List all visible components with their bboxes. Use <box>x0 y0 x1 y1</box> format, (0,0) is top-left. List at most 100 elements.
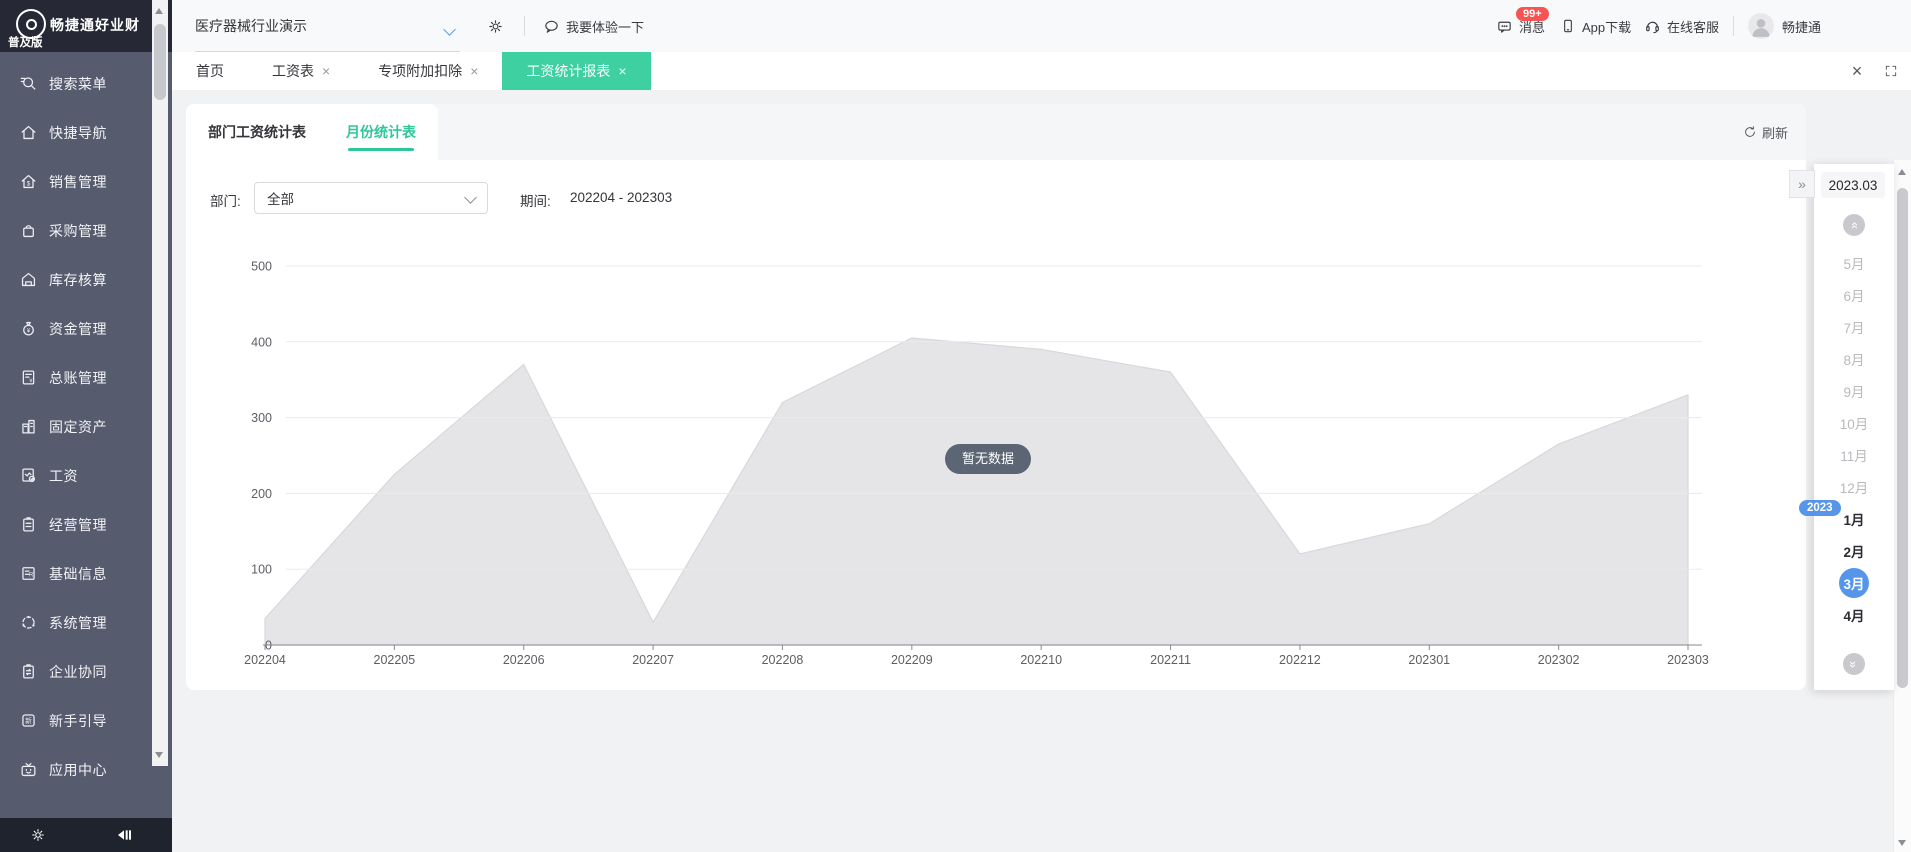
tab-salary-report[interactable]: 工资统计报表 × <box>502 52 651 90</box>
month-item[interactable]: 2月 <box>1814 535 1894 567</box>
chevron-down-icon <box>443 21 456 37</box>
period-label: 期间: <box>520 194 551 209</box>
sidebar-item-funds[interactable]: ¥ 资金管理 <box>0 304 169 353</box>
online-service-label: 在线客服 <box>1667 19 1720 35</box>
scroll-months-up-button[interactable]: » <box>1843 214 1865 236</box>
tab-home[interactable]: 首页 <box>172 52 248 90</box>
sales-icon: $ <box>19 172 38 191</box>
x-axis-label: 202211 <box>1150 653 1191 667</box>
month-label: 6月 <box>1843 289 1865 304</box>
current-period[interactable]: 2023.03 <box>1821 172 1885 198</box>
sidebar-item-ledger[interactable]: ¥ 总账管理 <box>0 353 169 402</box>
sidebar-item-collaboration[interactable]: 企业协同 <box>0 647 169 696</box>
month-item[interactable]: 10月 <box>1814 407 1894 439</box>
month-label: 4月 <box>1843 609 1865 624</box>
search-icon <box>19 74 38 93</box>
logo-title: 畅捷通好业财 <box>50 17 140 33</box>
organization-name: 医疗器械行业演示 <box>195 17 307 34</box>
sidebar-item-guide[interactable]: 新 新手引导 <box>0 696 169 745</box>
month-item[interactable]: 5月 <box>1814 247 1894 279</box>
sidebar-item-operations[interactable]: 经营管理 <box>0 500 169 549</box>
sidebar-item-label: 固定资产 <box>49 418 107 435</box>
username[interactable]: 畅捷通 <box>1782 19 1822 35</box>
sidebar-item-quick-nav[interactable]: 快捷导航 <box>0 108 169 157</box>
subtab-monthly-stats[interactable]: 月份统计表 <box>346 104 416 160</box>
sidebar-item-app-center[interactable]: 应用中心 <box>0 745 169 794</box>
organization-selector[interactable]: 医疗器械行业演示 <box>195 0 460 52</box>
tab-salary-sheet[interactable]: 工资表 × <box>248 52 354 90</box>
close-all-tabs-button[interactable]: × <box>1842 52 1872 90</box>
scrollbar-thumb[interactable] <box>1897 188 1908 688</box>
month-item[interactable]: 6月 <box>1814 279 1894 311</box>
footer-settings-button[interactable] <box>30 827 46 848</box>
sidebar-item-purchase[interactable]: 采购管理 <box>0 206 169 255</box>
month-item[interactable]: 4月 <box>1814 599 1894 631</box>
quick-nav-icon <box>19 123 38 142</box>
chevron-double-right-icon: » <box>1798 176 1806 192</box>
department-select[interactable]: 全部 <box>254 182 488 214</box>
headset-icon <box>1646 21 1659 33</box>
tab-close-icon[interactable]: × <box>618 63 627 79</box>
chevron-double-down-icon: » <box>1846 660 1862 668</box>
tab-label: 首页 <box>196 63 224 79</box>
panel-collapse-button[interactable]: » <box>1789 170 1815 198</box>
sidebar-item-system[interactable]: 系统管理 <box>0 598 169 647</box>
fullscreen-icon <box>1885 65 1897 77</box>
experience-button[interactable]: 我要体验一下 <box>543 0 644 52</box>
department-value: 全部 <box>267 192 294 207</box>
svg-text:R: R <box>29 572 33 578</box>
sidebar-item-search[interactable]: 搜索菜单 <box>0 59 169 108</box>
y-axis-label: 200 <box>251 487 272 501</box>
month-item[interactable]: 12月 <box>1814 471 1894 503</box>
sidebar-scrollbar[interactable] <box>152 0 168 766</box>
fullscreen-button[interactable] <box>1876 52 1906 90</box>
scrollbar-thumb[interactable] <box>154 24 166 100</box>
year-badge: 2023 <box>1799 500 1841 516</box>
sidebar-item-fixed-assets[interactable]: 固定资产 <box>0 402 169 451</box>
tab-close-icon[interactable]: × <box>322 63 331 79</box>
subtab-dept-salary-stats[interactable]: 部门工资统计表 <box>208 124 306 140</box>
refresh-icon <box>1745 126 1755 137</box>
salary-icon <box>19 466 38 485</box>
month-item[interactable]: 1月 <box>1814 503 1894 535</box>
avatar[interactable] <box>1748 13 1774 39</box>
tab-close-icon[interactable]: × <box>470 63 479 79</box>
month-item[interactable]: 7月 <box>1814 311 1894 343</box>
month-picker-panel: » 2023.03 » 5月 6月 7月 8月 9月 10月 11月 12月 1月 2月 3月 4月 … <box>1789 164 1894 690</box>
svg-text:¥: ¥ <box>27 327 31 334</box>
page-scrollbar[interactable] <box>1893 160 1911 852</box>
sidebar-item-label: 系统管理 <box>49 614 107 631</box>
scroll-down-arrow-icon[interactable] <box>155 752 163 758</box>
subtab-group: 部门工资统计表 月份统计表 <box>186 104 438 160</box>
y-axis-label: 300 <box>251 411 272 425</box>
app-download-button[interactable]: App下载 <box>1560 0 1631 52</box>
sidebar-item-base-info[interactable]: R 基础信息 <box>0 549 169 598</box>
month-item[interactable]: 9月 <box>1814 375 1894 407</box>
sidebar-item-label: 库存核算 <box>49 271 107 288</box>
scroll-up-arrow-icon[interactable] <box>155 8 163 14</box>
sidebar-item-inventory[interactable]: 库存核算 <box>0 255 169 304</box>
tab-special-deduction[interactable]: 专项附加扣除 × <box>354 52 502 90</box>
month-item[interactable]: 8月 <box>1814 343 1894 375</box>
scroll-months-down-button[interactable]: » <box>1843 653 1865 675</box>
month-item[interactable]: 11月 <box>1814 439 1894 471</box>
refresh-button[interactable]: 刷新 <box>1743 104 1788 160</box>
tab-label: 工资表 <box>272 63 314 79</box>
scroll-up-arrow-icon[interactable] <box>1898 169 1906 175</box>
collapse-left-icon <box>118 830 131 840</box>
app-download-label: App下载 <box>1582 19 1632 35</box>
sidebar-item-salary[interactable]: 工资 <box>0 451 169 500</box>
scroll-down-arrow-icon[interactable] <box>1898 840 1906 846</box>
settings-gear-button[interactable] <box>487 0 504 52</box>
messages-button[interactable]: 消息 <box>1496 0 1545 52</box>
month-label: 10月 <box>1839 417 1869 432</box>
month-label: 2月 <box>1843 545 1865 560</box>
online-service-button[interactable]: 在线客服 <box>1644 0 1719 52</box>
sidebar-footer <box>0 818 172 852</box>
sidebar-item-label: 总账管理 <box>49 369 107 386</box>
logo-subtitle: 普及版 <box>8 37 43 49</box>
sidebar-item-sales[interactable]: $ 销售管理 <box>0 157 169 206</box>
month-label: 5月 <box>1843 257 1865 272</box>
collapse-sidebar-button[interactable] <box>116 827 132 848</box>
month-item-selected[interactable]: 3月 <box>1814 567 1894 599</box>
